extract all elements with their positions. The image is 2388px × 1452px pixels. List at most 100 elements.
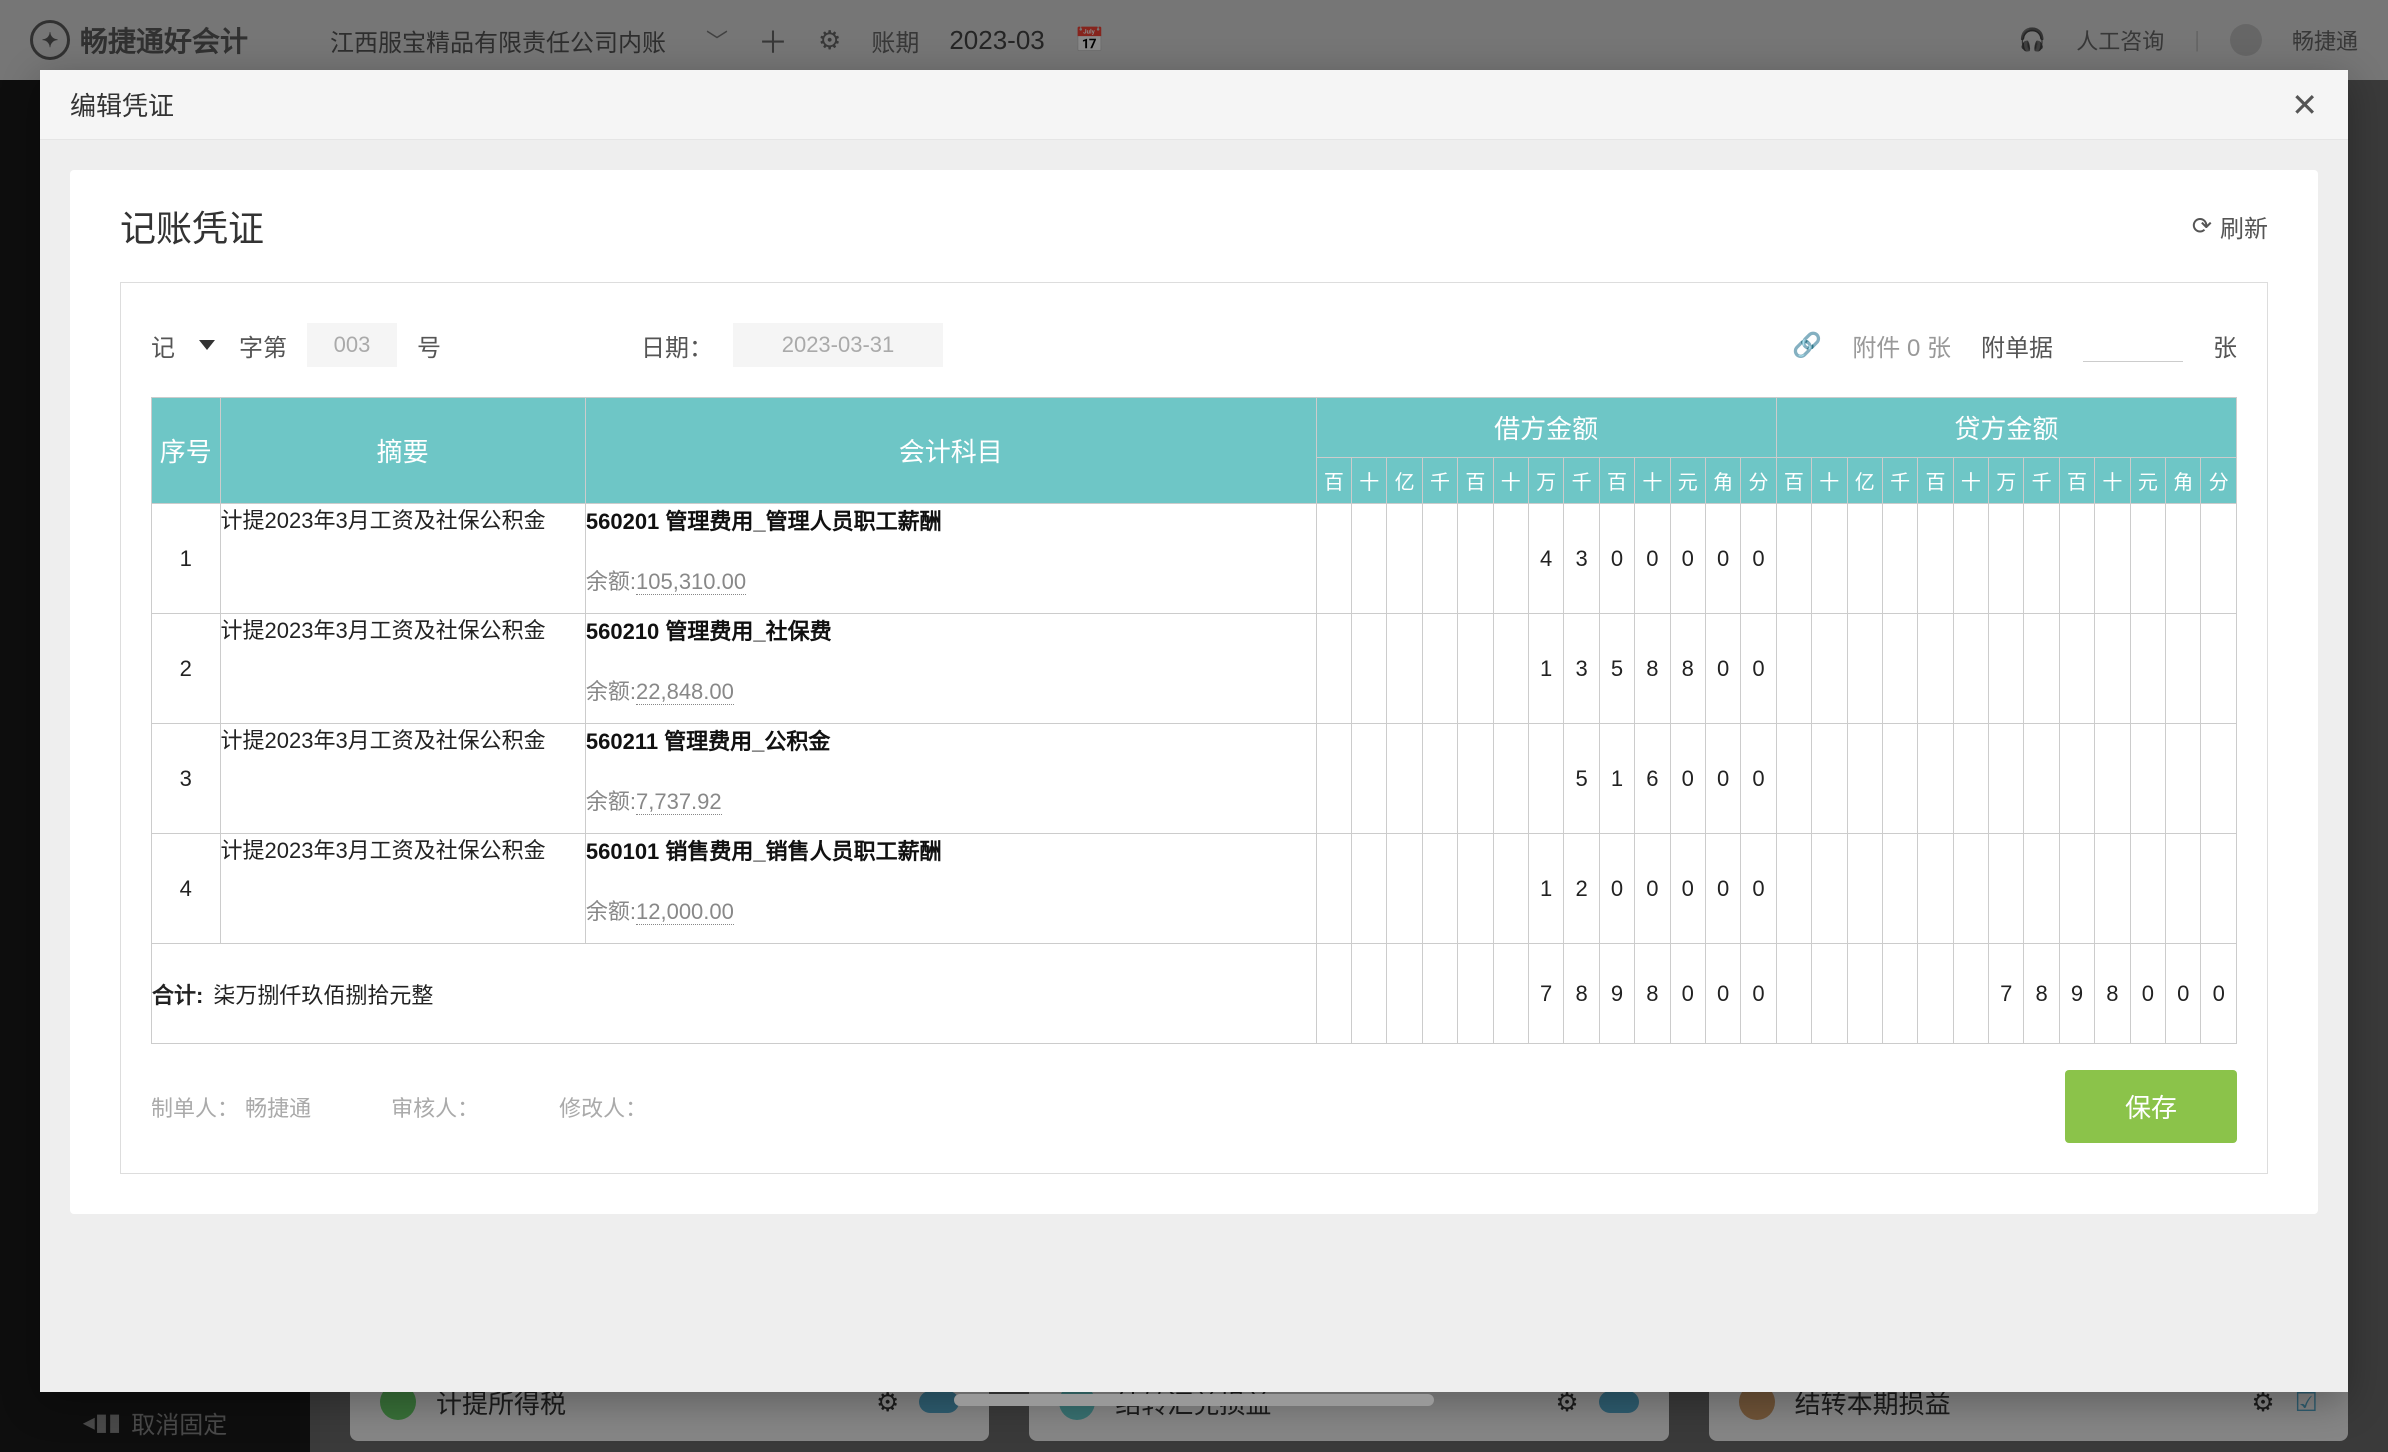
digit-cell[interactable] bbox=[1352, 724, 1387, 834]
digit-cell[interactable] bbox=[1422, 724, 1457, 834]
digit-cell[interactable] bbox=[2201, 614, 2237, 724]
summary-cell[interactable]: 计提2023年3月工资及社保公积金 bbox=[220, 614, 585, 724]
digit-cell[interactable]: 6 bbox=[1635, 724, 1670, 834]
voucher-number-input[interactable]: 003 bbox=[307, 323, 397, 367]
digit-cell[interactable] bbox=[1422, 504, 1457, 614]
digit-cell[interactable]: 2 bbox=[1564, 834, 1599, 944]
digit-cell[interactable] bbox=[1387, 724, 1422, 834]
digit-cell[interactable] bbox=[1422, 614, 1457, 724]
digit-cell[interactable] bbox=[1953, 724, 1988, 834]
digit-cell[interactable] bbox=[1812, 834, 1847, 944]
digit-cell[interactable] bbox=[1882, 614, 1917, 724]
account-cell[interactable]: 560210 管理费用_社保费余额:22,848.00 bbox=[585, 614, 1316, 724]
digit-cell[interactable] bbox=[1352, 504, 1387, 614]
digit-cell[interactable] bbox=[1882, 834, 1917, 944]
digit-cell[interactable] bbox=[1989, 724, 2024, 834]
account-cell[interactable]: 560101 销售费用_销售人员职工薪酬余额:12,000.00 bbox=[585, 834, 1316, 944]
type-char[interactable]: 记 bbox=[151, 328, 175, 363]
digit-cell[interactable] bbox=[1352, 614, 1387, 724]
digit-cell[interactable]: 0 bbox=[1599, 504, 1634, 614]
attach-count-input[interactable] bbox=[2083, 328, 2183, 362]
digit-cell[interactable] bbox=[1458, 834, 1493, 944]
digit-cell[interactable] bbox=[1989, 614, 2024, 724]
digit-cell[interactable] bbox=[1458, 614, 1493, 724]
digit-cell[interactable] bbox=[2024, 614, 2059, 724]
digit-cell[interactable] bbox=[1847, 834, 1882, 944]
digit-cell[interactable] bbox=[1352, 834, 1387, 944]
digit-cell[interactable]: 0 bbox=[1670, 834, 1705, 944]
digit-cell[interactable] bbox=[2095, 724, 2130, 834]
digit-cell[interactable] bbox=[2059, 614, 2094, 724]
digit-cell[interactable]: 0 bbox=[1741, 834, 1776, 944]
summary-cell[interactable]: 计提2023年3月工资及社保公积金 bbox=[220, 834, 585, 944]
digit-cell[interactable] bbox=[1918, 724, 1953, 834]
digit-cell[interactable]: 0 bbox=[1705, 504, 1740, 614]
digit-cell[interactable] bbox=[1918, 614, 1953, 724]
digit-cell[interactable] bbox=[2059, 724, 2094, 834]
refresh-button[interactable]: ⟳ 刷新 bbox=[2192, 209, 2268, 244]
digit-cell[interactable] bbox=[2130, 834, 2165, 944]
save-button[interactable]: 保存 bbox=[2065, 1070, 2237, 1143]
digit-cell[interactable] bbox=[1776, 504, 1811, 614]
digit-cell[interactable] bbox=[1387, 614, 1422, 724]
digit-cell[interactable] bbox=[1918, 834, 1953, 944]
digit-cell[interactable] bbox=[1953, 834, 1988, 944]
digit-cell[interactable] bbox=[1882, 504, 1917, 614]
digit-cell[interactable]: 8 bbox=[1670, 614, 1705, 724]
digit-cell[interactable]: 0 bbox=[1670, 724, 1705, 834]
digit-cell[interactable]: 0 bbox=[1705, 834, 1740, 944]
digit-cell[interactable] bbox=[2095, 834, 2130, 944]
digit-cell[interactable] bbox=[1493, 834, 1528, 944]
clip-icon[interactable]: 🔗 bbox=[1792, 331, 1822, 360]
digit-cell[interactable]: 4 bbox=[1528, 504, 1563, 614]
digit-cell[interactable] bbox=[1387, 834, 1422, 944]
digit-cell[interactable]: 0 bbox=[1705, 614, 1740, 724]
digit-cell[interactable] bbox=[1953, 614, 1988, 724]
digit-cell[interactable] bbox=[2166, 724, 2201, 834]
digit-cell[interactable] bbox=[1316, 504, 1351, 614]
digit-cell[interactable] bbox=[1316, 614, 1351, 724]
digit-cell[interactable] bbox=[1776, 614, 1811, 724]
digit-cell[interactable] bbox=[2024, 504, 2059, 614]
digit-cell[interactable] bbox=[2024, 834, 2059, 944]
digit-cell[interactable] bbox=[1989, 834, 2024, 944]
digit-cell[interactable] bbox=[1882, 724, 1917, 834]
digit-cell[interactable] bbox=[1493, 724, 1528, 834]
digit-cell[interactable] bbox=[2130, 724, 2165, 834]
digit-cell[interactable] bbox=[2095, 504, 2130, 614]
account-cell[interactable]: 560211 管理费用_公积金余额:7,737.92 bbox=[585, 724, 1316, 834]
digit-cell[interactable] bbox=[1953, 504, 1988, 614]
digit-cell[interactable] bbox=[1847, 724, 1882, 834]
digit-cell[interactable] bbox=[1528, 724, 1563, 834]
digit-cell[interactable] bbox=[2201, 504, 2237, 614]
digit-cell[interactable] bbox=[1812, 504, 1847, 614]
digit-cell[interactable] bbox=[1387, 504, 1422, 614]
digit-cell[interactable]: 0 bbox=[1741, 614, 1776, 724]
digit-cell[interactable] bbox=[1847, 614, 1882, 724]
digit-cell[interactable] bbox=[2166, 614, 2201, 724]
digit-cell[interactable] bbox=[1776, 724, 1811, 834]
digit-cell[interactable] bbox=[1422, 834, 1457, 944]
digit-cell[interactable]: 3 bbox=[1564, 504, 1599, 614]
summary-cell[interactable]: 计提2023年3月工资及社保公积金 bbox=[220, 504, 585, 614]
digit-cell[interactable]: 0 bbox=[1599, 834, 1634, 944]
digit-cell[interactable] bbox=[1847, 504, 1882, 614]
digit-cell[interactable]: 0 bbox=[1635, 504, 1670, 614]
digit-cell[interactable] bbox=[1776, 834, 1811, 944]
digit-cell[interactable]: 0 bbox=[1705, 724, 1740, 834]
digit-cell[interactable] bbox=[2059, 504, 2094, 614]
close-icon[interactable]: ✕ bbox=[2291, 86, 2318, 124]
digit-cell[interactable] bbox=[1316, 724, 1351, 834]
digit-cell[interactable] bbox=[1458, 504, 1493, 614]
summary-cell[interactable]: 计提2023年3月工资及社保公积金 bbox=[220, 724, 585, 834]
digit-cell[interactable] bbox=[1493, 504, 1528, 614]
digit-cell[interactable] bbox=[2095, 614, 2130, 724]
date-input[interactable]: 2023-03-31 bbox=[733, 323, 943, 367]
digit-cell[interactable] bbox=[2024, 724, 2059, 834]
digit-cell[interactable]: 8 bbox=[1635, 614, 1670, 724]
chevron-down-icon[interactable] bbox=[199, 340, 215, 350]
digit-cell[interactable]: 5 bbox=[1564, 724, 1599, 834]
digit-cell[interactable]: 0 bbox=[1670, 504, 1705, 614]
digit-cell[interactable]: 1 bbox=[1599, 724, 1634, 834]
digit-cell[interactable] bbox=[2059, 834, 2094, 944]
